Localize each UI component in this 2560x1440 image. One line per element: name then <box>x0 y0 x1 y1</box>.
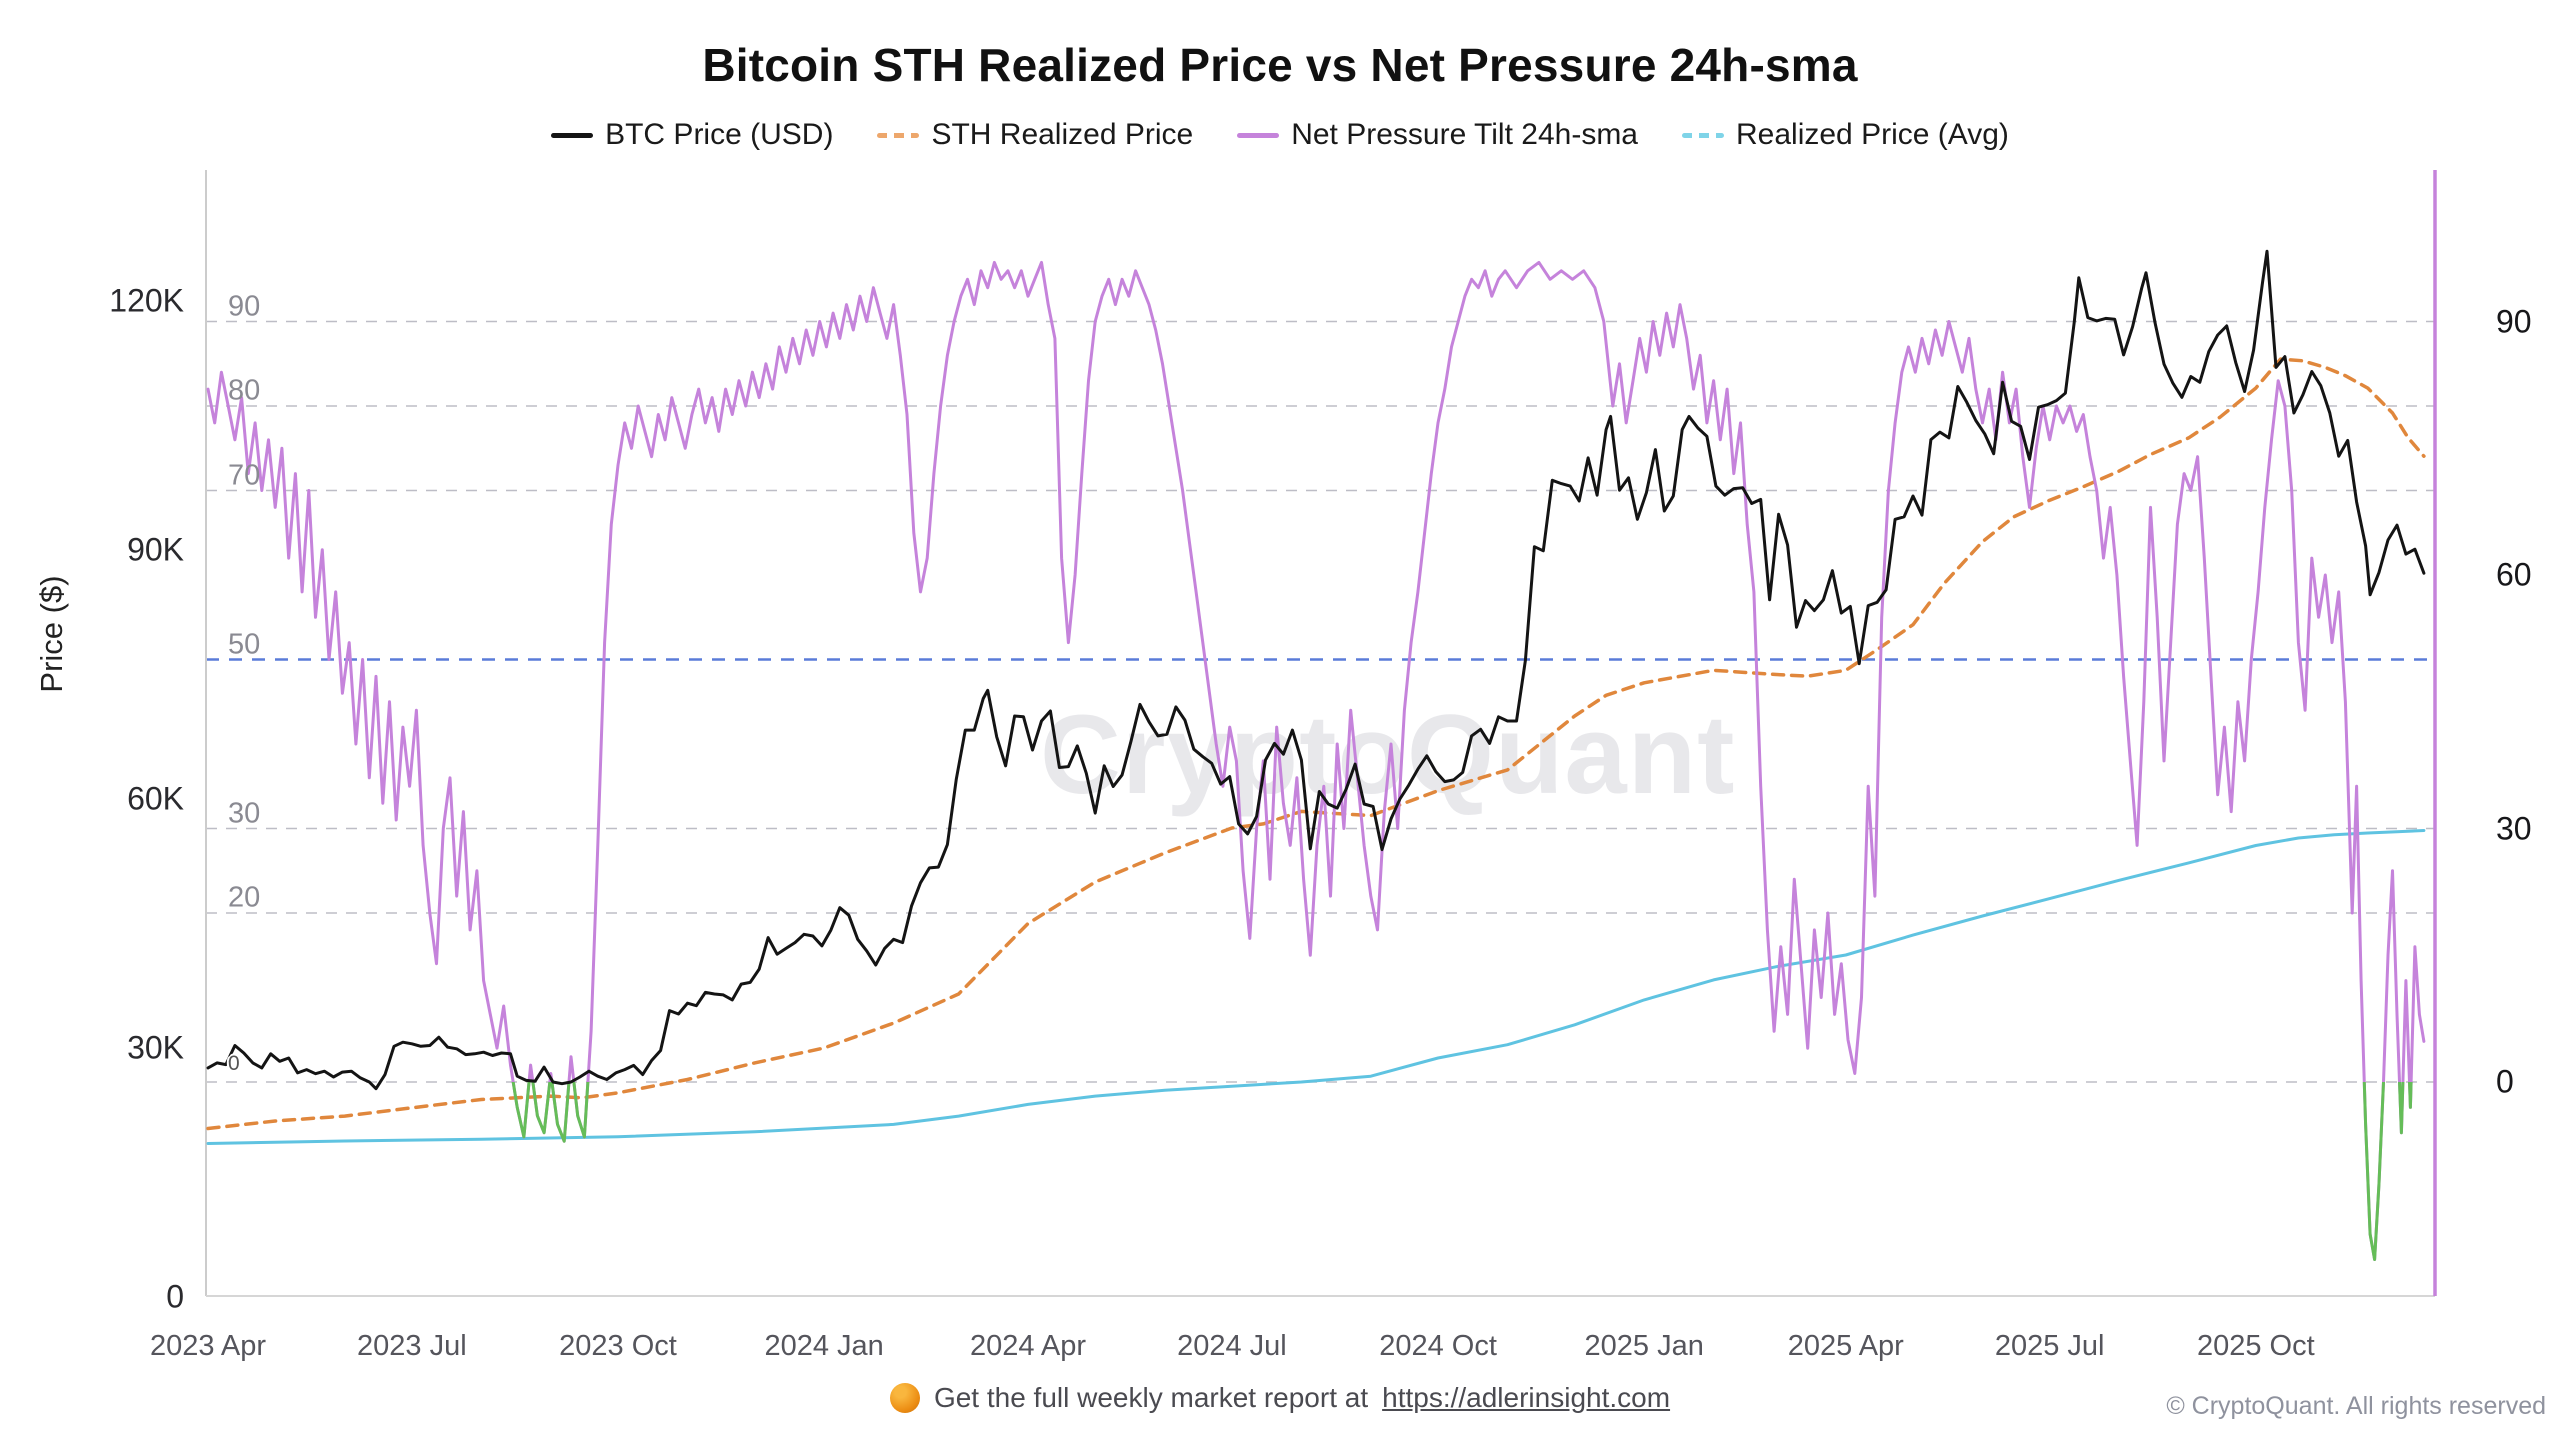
pressure-left-tick-label: 70 <box>228 459 261 491</box>
sth-realized-price-badge: 101.3K <box>99 437 199 473</box>
legend-item-sth-realized-price: STH Realized Price <box>877 118 1193 152</box>
footer-text: Get the full weekly market report at <box>933 1382 1369 1413</box>
price-tick-label: 90K <box>127 531 184 568</box>
net-pressure-badge: 4.8* <box>2451 1021 2505 1054</box>
series-net-pressure-below-zero <box>511 1082 2413 1261</box>
pressure-right-tick-label: 30 <box>2496 810 2532 846</box>
x-tick-label: 2025 Jan <box>1584 1330 1704 1362</box>
price-tick-label: 120K <box>109 282 184 319</box>
pressure-left-tick-label: 80 <box>228 374 261 407</box>
net-pressure-line-swatch-icon <box>1237 132 1280 138</box>
x-tick-label: 2025 Oct <box>2196 1330 2315 1362</box>
pressure-right-tick-label: 60 <box>2496 556 2532 593</box>
legend-item-btc-price: BTC Price (USD) <box>551 118 833 152</box>
x-tick-label: 2025 Jul <box>1994 1330 2105 1362</box>
orange-circle-icon <box>889 1383 920 1413</box>
series-btc-price-usd- <box>206 249 2426 1091</box>
btc-price-line-swatch-icon <box>551 132 594 138</box>
price-tick-label: 60K <box>127 780 184 817</box>
x-tick-label: 2024 Apr <box>969 1330 1087 1362</box>
page-title: Bitcoin STH Realized Price vs Net Pressu… <box>702 39 1858 91</box>
x-tick-label: 2023 Apr <box>149 1330 267 1362</box>
series-realized-price-avg- <box>206 829 2426 1145</box>
legend-label: BTC Price (USD) <box>605 118 834 151</box>
sth-realized-price-dash-swatch-icon <box>877 132 920 138</box>
legend-label: Realized Price (Avg) <box>1736 118 2009 151</box>
pressure-left-tick-label: 20 <box>228 881 261 914</box>
series-sth-realized-price <box>206 357 2426 1131</box>
x-tick-label: 2024 Jan <box>764 1330 884 1362</box>
pressure-left-tick-label: 90 <box>228 290 261 322</box>
pressure-right-tick-label: 90 <box>2496 303 2532 339</box>
pressure-axis-zero-label: 0 <box>228 1052 240 1075</box>
copyright-notice: © CryptoQuant. All rights reserved <box>2166 1392 2546 1420</box>
price-tick-label: 30K <box>127 1029 184 1066</box>
x-tick-label: 2025 Apr <box>1787 1330 1904 1362</box>
legend-label: Net Pressure Tilt 24h-sma <box>1291 118 1638 151</box>
report-link[interactable]: https://adlerinsight.com <box>1382 1382 1671 1413</box>
legend-label: STH Realized Price <box>931 118 1194 151</box>
pressure-right-tick-label: 0 <box>2496 1063 2514 1100</box>
legend-item-net-pressure: Net Pressure Tilt 24h-sma <box>1237 118 1638 152</box>
x-tick-label: 2023 Jul <box>357 1330 467 1362</box>
legend: BTC Price (USD) STH Realized Price Net P… <box>0 118 2560 152</box>
series-net-pressure-tilt-24h-sma <box>206 260 2426 1261</box>
realized-price-avg-badge: 56.2K <box>107 811 191 847</box>
realized-price-avg-dash-swatch-icon <box>1682 132 1724 138</box>
x-tick-label: 2024 Oct <box>1379 1330 1497 1362</box>
pressure-left-tick-label: 30 <box>228 797 261 829</box>
price-tick-label: 0 <box>166 1278 184 1315</box>
legend-item-realized-price-avg: Realized Price (Avg) <box>1682 118 2009 152</box>
pressure-left-tick-label: 50 <box>228 628 261 660</box>
footer-report-note: Get the full weekly market report at htt… <box>0 1382 2560 1414</box>
x-tick-label: 2024 Jul <box>1177 1330 1287 1362</box>
x-tick-label: 2023 Oct <box>559 1330 677 1362</box>
